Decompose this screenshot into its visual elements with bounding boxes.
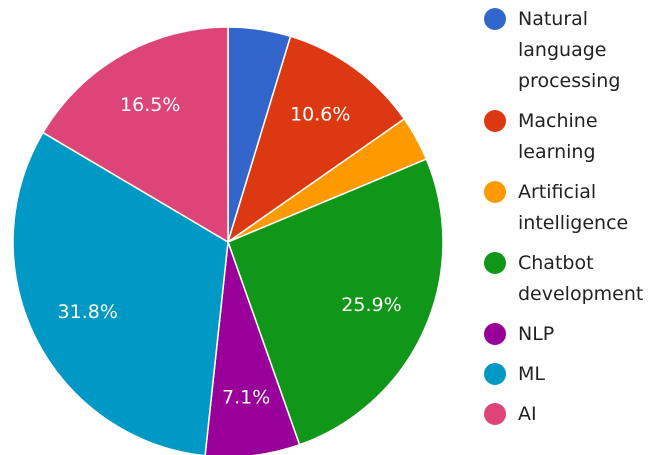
legend-label: Natural language processing bbox=[518, 8, 621, 92]
legend-item: Artificial intelligence bbox=[484, 177, 672, 239]
slice-label: 31.8% bbox=[58, 301, 118, 323]
legend-label: AI bbox=[518, 403, 537, 425]
slice-label: 25.9% bbox=[341, 294, 401, 316]
legend-item: Chatbot development bbox=[484, 248, 672, 310]
slice bbox=[204, 241, 301, 455]
legend-label: NLP bbox=[518, 323, 555, 345]
legend: Natural language processing Machine learn… bbox=[484, 4, 672, 439]
slice-label: 16.5% bbox=[120, 94, 180, 116]
slice bbox=[12, 131, 229, 455]
legend-swatch bbox=[484, 252, 506, 274]
legend-swatch bbox=[484, 181, 506, 203]
legend-label: Chatbot development bbox=[518, 252, 644, 305]
legend-swatch bbox=[484, 110, 506, 132]
legend-item: AI bbox=[484, 399, 672, 430]
legend-item: ML bbox=[484, 359, 672, 390]
legend-swatch bbox=[484, 403, 506, 425]
legend-label: Artificial intelligence bbox=[518, 181, 629, 234]
slice-label: 10.6% bbox=[290, 104, 350, 126]
legend-swatch bbox=[484, 363, 506, 385]
legend-item: Machine learning bbox=[484, 106, 672, 168]
legend-item: NLP bbox=[484, 319, 672, 350]
legend-item: Natural language processing bbox=[484, 4, 672, 97]
legend-label: ML bbox=[518, 363, 545, 385]
slice bbox=[227, 158, 444, 446]
pie: 10.6% 25.9% 7.1% 31.8% 16.5% bbox=[12, 26, 444, 455]
slice bbox=[41, 26, 229, 244]
slice bbox=[226, 35, 406, 244]
slice-label: 7.1% bbox=[222, 386, 270, 408]
legend-swatch bbox=[484, 8, 506, 30]
legend-label: Machine learning bbox=[518, 110, 598, 163]
legend-swatch bbox=[484, 323, 506, 345]
